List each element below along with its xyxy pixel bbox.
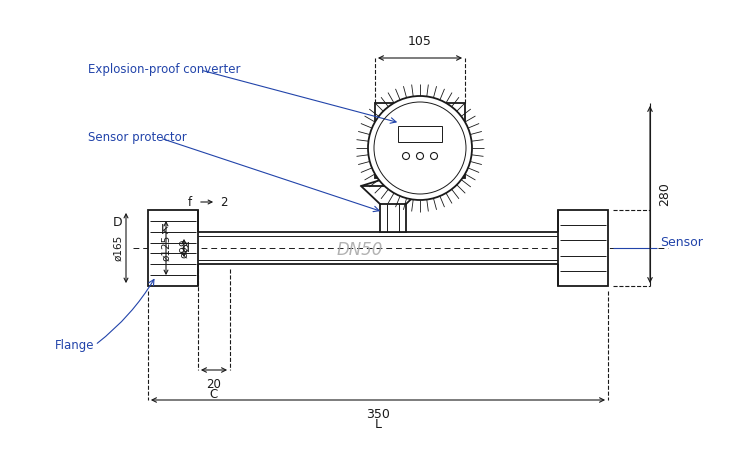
Text: 350: 350 <box>366 408 390 421</box>
Text: k: k <box>160 224 168 237</box>
Circle shape <box>368 96 472 200</box>
Text: f: f <box>188 196 192 208</box>
Text: ø99: ø99 <box>179 238 189 258</box>
Text: Sensor: Sensor <box>660 237 703 249</box>
Bar <box>398 126 442 142</box>
Bar <box>380 204 406 232</box>
Text: ø125: ø125 <box>161 235 171 261</box>
Text: ø165: ø165 <box>113 235 123 261</box>
Text: 2: 2 <box>220 196 227 208</box>
Text: 20: 20 <box>206 378 221 391</box>
Bar <box>148 210 198 286</box>
Text: 105: 105 <box>408 35 432 48</box>
Text: DN50: DN50 <box>337 241 383 259</box>
Text: Sensor protector: Sensor protector <box>88 131 187 144</box>
Text: C: C <box>210 388 218 401</box>
Text: 280: 280 <box>658 183 671 206</box>
Text: Flange: Flange <box>55 338 94 351</box>
Text: L: L <box>374 418 382 431</box>
Text: d: d <box>181 242 189 255</box>
Bar <box>558 210 608 286</box>
Text: D: D <box>113 216 123 229</box>
Bar <box>375 103 465 178</box>
Text: Explosion-proof converter: Explosion-proof converter <box>88 63 241 76</box>
